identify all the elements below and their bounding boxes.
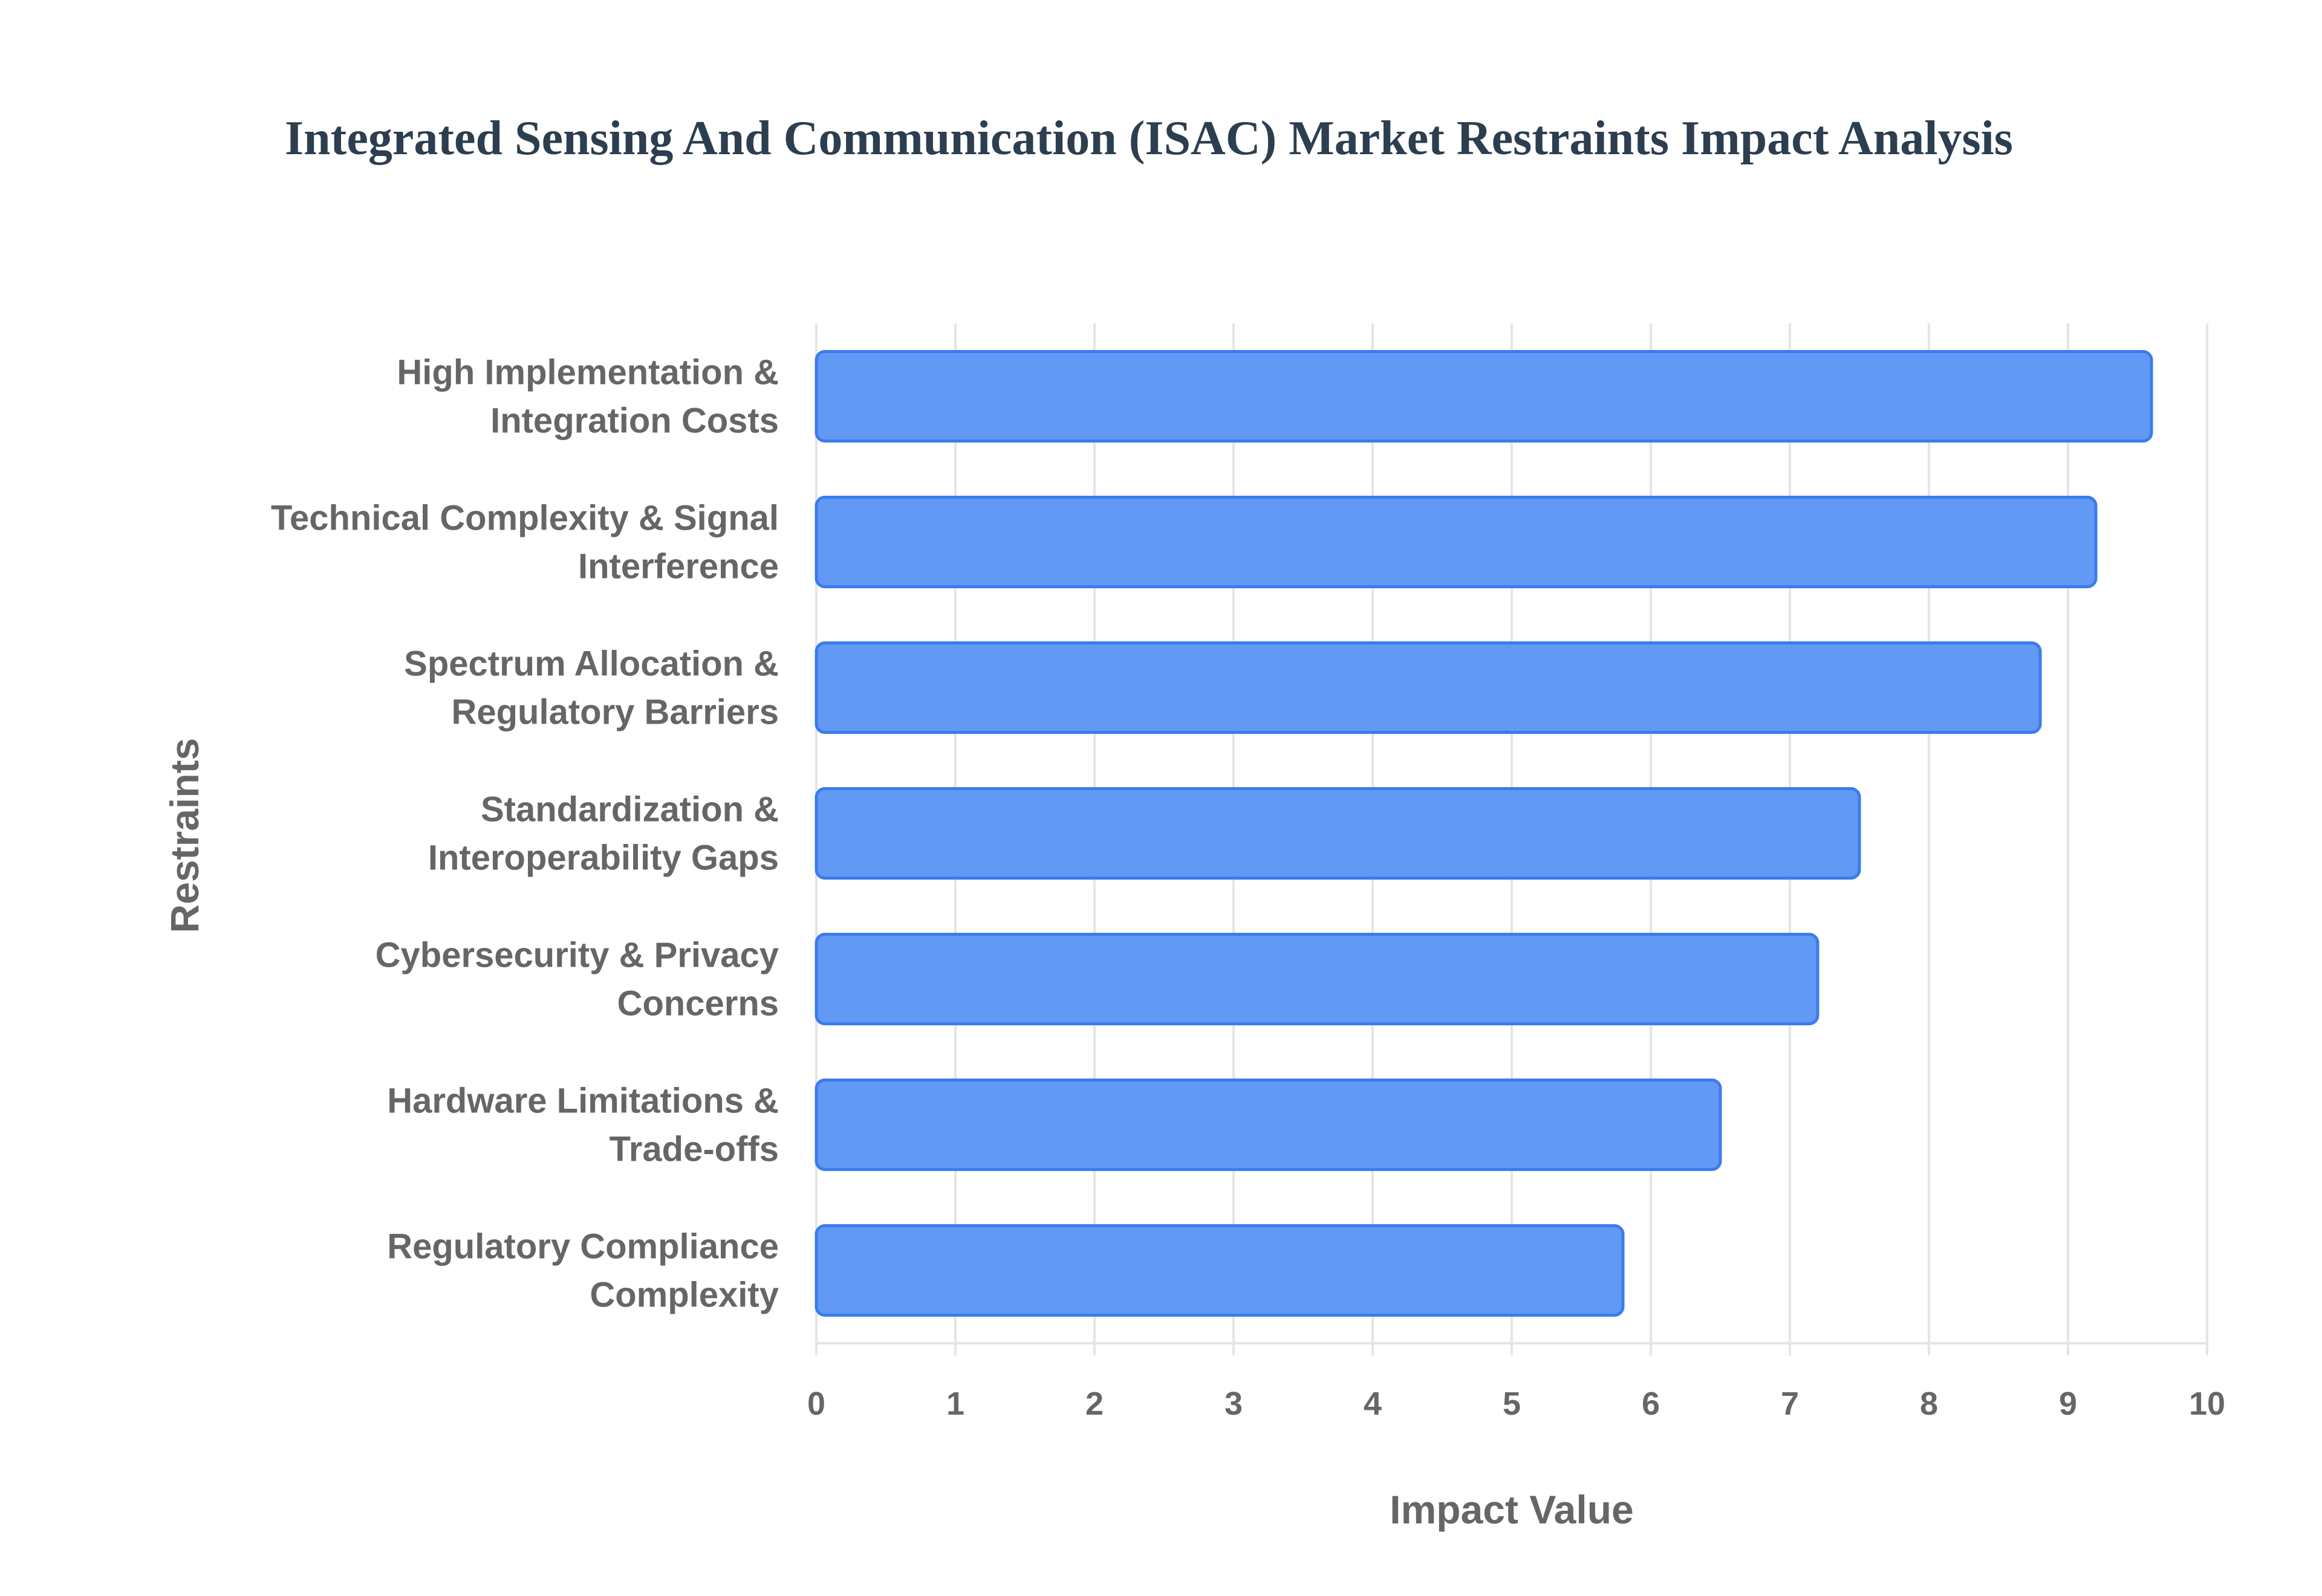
x-tick-label: 7 (1781, 1386, 1799, 1422)
x-tick-label: 10 (2189, 1386, 2225, 1422)
y-category-label: Hardware Limitations & (387, 1082, 779, 1121)
bar[interactable] (815, 641, 2042, 734)
bar[interactable] (815, 787, 1861, 880)
x-tick-label: 3 (1224, 1386, 1243, 1422)
y-category-label: High Implementation & (397, 353, 779, 392)
x-tick-label: 2 (1085, 1386, 1104, 1422)
x-tick-label: 1 (946, 1386, 964, 1422)
y-category-label: Regulatory Compliance (387, 1227, 779, 1267)
bar[interactable] (815, 1224, 1625, 1317)
y-category-label: Standardization & (481, 790, 779, 829)
x-tick-label: 4 (1364, 1386, 1382, 1422)
bar[interactable] (815, 933, 1820, 1025)
y-category-label: Regulatory Barriers (451, 693, 779, 732)
bar[interactable] (815, 1079, 1722, 1171)
x-tick-label: 5 (1503, 1386, 1521, 1422)
y-category-label: Trade-offs (610, 1130, 779, 1169)
y-category-label: Cybersecurity & Privacy (376, 936, 779, 975)
chart-title: Integrated Sensing And Communication (IS… (285, 112, 2013, 165)
x-axis-title: Impact Value (1390, 1487, 1634, 1532)
y-category-label: Interference (578, 547, 779, 586)
x-tick-label: 9 (2059, 1386, 2077, 1422)
x-tick-label: 0 (807, 1386, 825, 1422)
y-category-label: Technical Complexity & Signal (271, 499, 779, 538)
y-category-label: Complexity (590, 1276, 779, 1315)
y-axis-title: Restraints (162, 738, 207, 933)
y-category-label: Spectrum Allocation & (404, 644, 779, 684)
x-tick-label: 8 (1920, 1386, 1938, 1422)
x-tick-label: 6 (1642, 1386, 1660, 1422)
bar[interactable] (815, 350, 2153, 443)
y-category-label: Interoperability Gaps (428, 839, 779, 878)
y-category-label: Integration Costs (490, 401, 779, 441)
y-category-label: Concerns (617, 984, 779, 1023)
bar[interactable] (815, 496, 2098, 588)
